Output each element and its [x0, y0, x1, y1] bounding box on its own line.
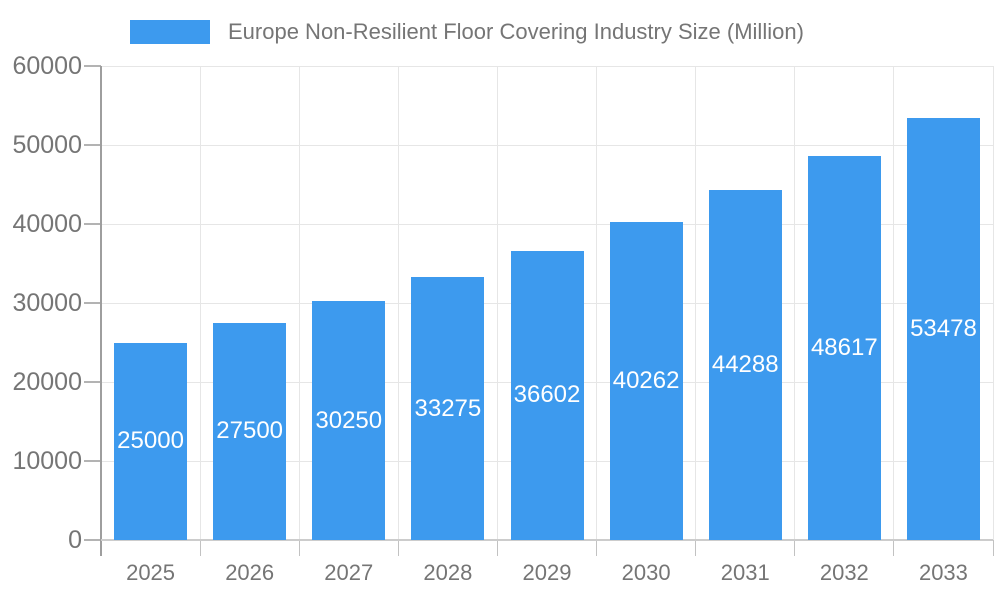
y-axis-label: 40000 — [12, 210, 82, 238]
x-tick — [596, 540, 598, 556]
y-axis-line — [100, 66, 102, 556]
x-axis-label: 2025 — [126, 560, 176, 585]
bar-2026[interactable] — [213, 322, 287, 540]
bar-2029[interactable] — [510, 250, 584, 540]
y-gridline — [101, 65, 993, 67]
x-tick — [992, 540, 994, 556]
x-tick — [199, 540, 201, 556]
x-gridline — [992, 66, 994, 540]
y-gridline — [101, 223, 993, 225]
y-tick — [84, 381, 101, 383]
bar-2030[interactable] — [609, 221, 683, 540]
bar-2028[interactable] — [411, 277, 485, 540]
x-tick — [794, 540, 796, 556]
bar-value-label: 36602 — [513, 381, 581, 409]
y-axis-label: 30000 — [12, 289, 82, 317]
x-axis-label: 2029 — [522, 560, 572, 585]
x-axis-label: 2030 — [621, 560, 671, 585]
bar-value-label: 53478 — [910, 314, 977, 342]
y-tick — [84, 539, 101, 541]
bar-2033[interactable] — [906, 117, 980, 540]
y-tick — [84, 460, 101, 462]
x-axis-line — [101, 539, 993, 541]
x-tick — [893, 540, 895, 556]
y-tick — [84, 223, 101, 225]
x-gridline — [199, 66, 201, 540]
bar-value-label: 30250 — [315, 406, 383, 434]
y-tick — [84, 144, 101, 146]
bar-2025[interactable] — [114, 342, 188, 540]
x-axis-label: 2027 — [324, 560, 374, 585]
bar-value-label: 48617 — [810, 333, 878, 361]
x-gridline — [596, 66, 598, 540]
bar-value-label: 25000 — [117, 427, 184, 455]
bar-value-label: 40262 — [612, 366, 680, 394]
y-axis-label: 60000 — [12, 52, 82, 80]
y-tick — [84, 302, 101, 304]
legend: Europe Non-Resilient Floor Covering Indu… — [130, 18, 804, 46]
bar-2027[interactable] — [312, 301, 386, 540]
x-axis-label: 2033 — [918, 560, 968, 585]
x-tick — [298, 540, 300, 556]
x-axis-label: 2032 — [819, 560, 869, 585]
x-axis-label: 2031 — [720, 560, 770, 585]
bar-value-label: 44288 — [711, 351, 779, 379]
legend-swatch — [130, 20, 210, 44]
y-tick — [84, 65, 101, 67]
y-axis-label: 10000 — [12, 447, 82, 475]
x-gridline — [397, 66, 399, 540]
x-gridline — [695, 66, 697, 540]
legend-label: Europe Non-Resilient Floor Covering Indu… — [228, 19, 804, 44]
x-gridline — [893, 66, 895, 540]
x-tick — [397, 540, 399, 556]
x-gridline — [298, 66, 300, 540]
y-axis-label: 20000 — [12, 368, 82, 396]
y-axis-label: 0 — [68, 526, 82, 554]
y-gridline — [101, 144, 993, 146]
bar-2032[interactable] — [807, 155, 881, 540]
x-tick — [496, 540, 498, 556]
x-gridline — [496, 66, 498, 540]
bar-2031[interactable] — [708, 190, 782, 540]
x-axis-label: 2028 — [423, 560, 473, 585]
y-axis-label: 50000 — [12, 131, 82, 159]
x-tick — [695, 540, 697, 556]
bar-value-label: 33275 — [414, 394, 482, 422]
bar-value-label: 27500 — [216, 417, 284, 445]
x-axis-label: 2026 — [225, 560, 275, 585]
x-gridline — [794, 66, 796, 540]
